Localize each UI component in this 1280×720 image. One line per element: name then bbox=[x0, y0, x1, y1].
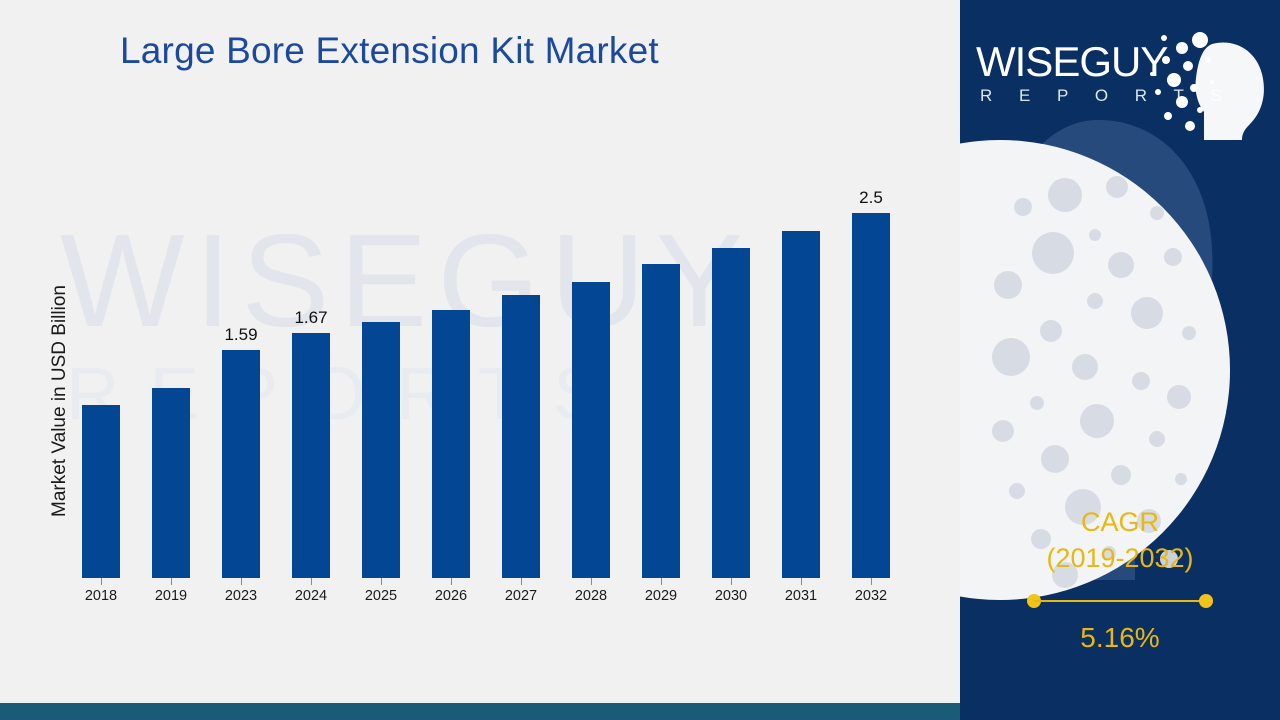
x-axis-tick bbox=[101, 578, 102, 585]
bar-2019 bbox=[152, 388, 190, 578]
x-axis-label-2030: 2030 bbox=[714, 588, 748, 604]
bar-2023: 1.59 bbox=[222, 325, 260, 578]
x-axis-label-2024: 2024 bbox=[294, 588, 328, 604]
chart-panel: WISEGUY REPORTS Large Bore Extension Kit… bbox=[0, 30, 960, 720]
x-axis-tick bbox=[381, 578, 382, 585]
x-axis-label-2026: 2026 bbox=[434, 588, 468, 604]
bar-value-label-2024: 1.67 bbox=[294, 308, 328, 327]
x-axis-tick bbox=[451, 578, 452, 585]
x-axis-label-2031: 2031 bbox=[784, 588, 818, 604]
x-axis-label-2025: 2025 bbox=[364, 588, 398, 604]
bottom-accent-strip bbox=[0, 703, 960, 720]
cagr-block: CAGR (2019-2032) 5.16% bbox=[960, 505, 1280, 654]
brand-wordmark: WISEGUY bbox=[976, 38, 1168, 85]
cagr-divider-dot-right bbox=[1199, 594, 1213, 609]
x-axis-tick bbox=[871, 578, 872, 585]
x-axis-tick bbox=[801, 578, 802, 585]
x-axis-label-2018: 2018 bbox=[84, 588, 118, 604]
x-axis-label-2027: 2027 bbox=[504, 588, 538, 604]
logo-head-dots-icon bbox=[1150, 32, 1264, 140]
plot-area: 2018 2019 1.59 2023 1.67 2024 2025 2026 2027 2028… bbox=[82, 188, 890, 604]
bar-2024: 1.67 bbox=[292, 308, 330, 578]
chart-title: Large Bore Extension Kit Market bbox=[120, 30, 659, 71]
x-axis-label-2019: 2019 bbox=[154, 588, 188, 604]
bar-2032: 2.5 bbox=[852, 188, 890, 578]
x-axis-tick bbox=[661, 578, 662, 585]
bar-2029 bbox=[642, 264, 680, 578]
brand-logo: WISEGUY R E P O R T S bbox=[968, 32, 1272, 140]
dot-cluster-decoration bbox=[992, 176, 1196, 588]
cagr-divider bbox=[1027, 594, 1213, 609]
x-axis-tick bbox=[521, 578, 522, 585]
bar-2018 bbox=[82, 405, 120, 578]
cagr-divider-line bbox=[1034, 600, 1206, 603]
cagr-period: (2019-2032) bbox=[1046, 542, 1194, 573]
x-axis-label-2023: 2023 bbox=[224, 588, 258, 604]
bar-2028 bbox=[572, 282, 610, 578]
bar-2030 bbox=[712, 248, 750, 578]
x-axis-tick bbox=[171, 578, 172, 585]
x-axis-label-2029: 2029 bbox=[644, 588, 678, 604]
x-axis-label-2032: 2032 bbox=[854, 588, 888, 604]
bar-2027 bbox=[502, 295, 540, 578]
brand-panel: WISEGUY R E P O R T S bbox=[960, 0, 1280, 720]
x-axis-tick bbox=[241, 578, 242, 585]
bar-value-label-2023: 1.59 bbox=[224, 325, 258, 344]
cagr-title: CAGR bbox=[1080, 507, 1159, 537]
x-axis-tick bbox=[731, 578, 732, 585]
x-axis-tick bbox=[591, 578, 592, 585]
x-axis-tick bbox=[311, 578, 312, 585]
brand-subtitle: R E P O R T S bbox=[980, 86, 1233, 105]
bar-2031 bbox=[782, 231, 820, 578]
bar-2025 bbox=[362, 322, 400, 578]
cagr-value: 5.16% bbox=[1080, 622, 1160, 654]
x-axis-label-2028: 2028 bbox=[574, 588, 608, 604]
bar-2026 bbox=[432, 310, 470, 578]
bar-value-label-2032: 2.5 bbox=[859, 188, 883, 207]
